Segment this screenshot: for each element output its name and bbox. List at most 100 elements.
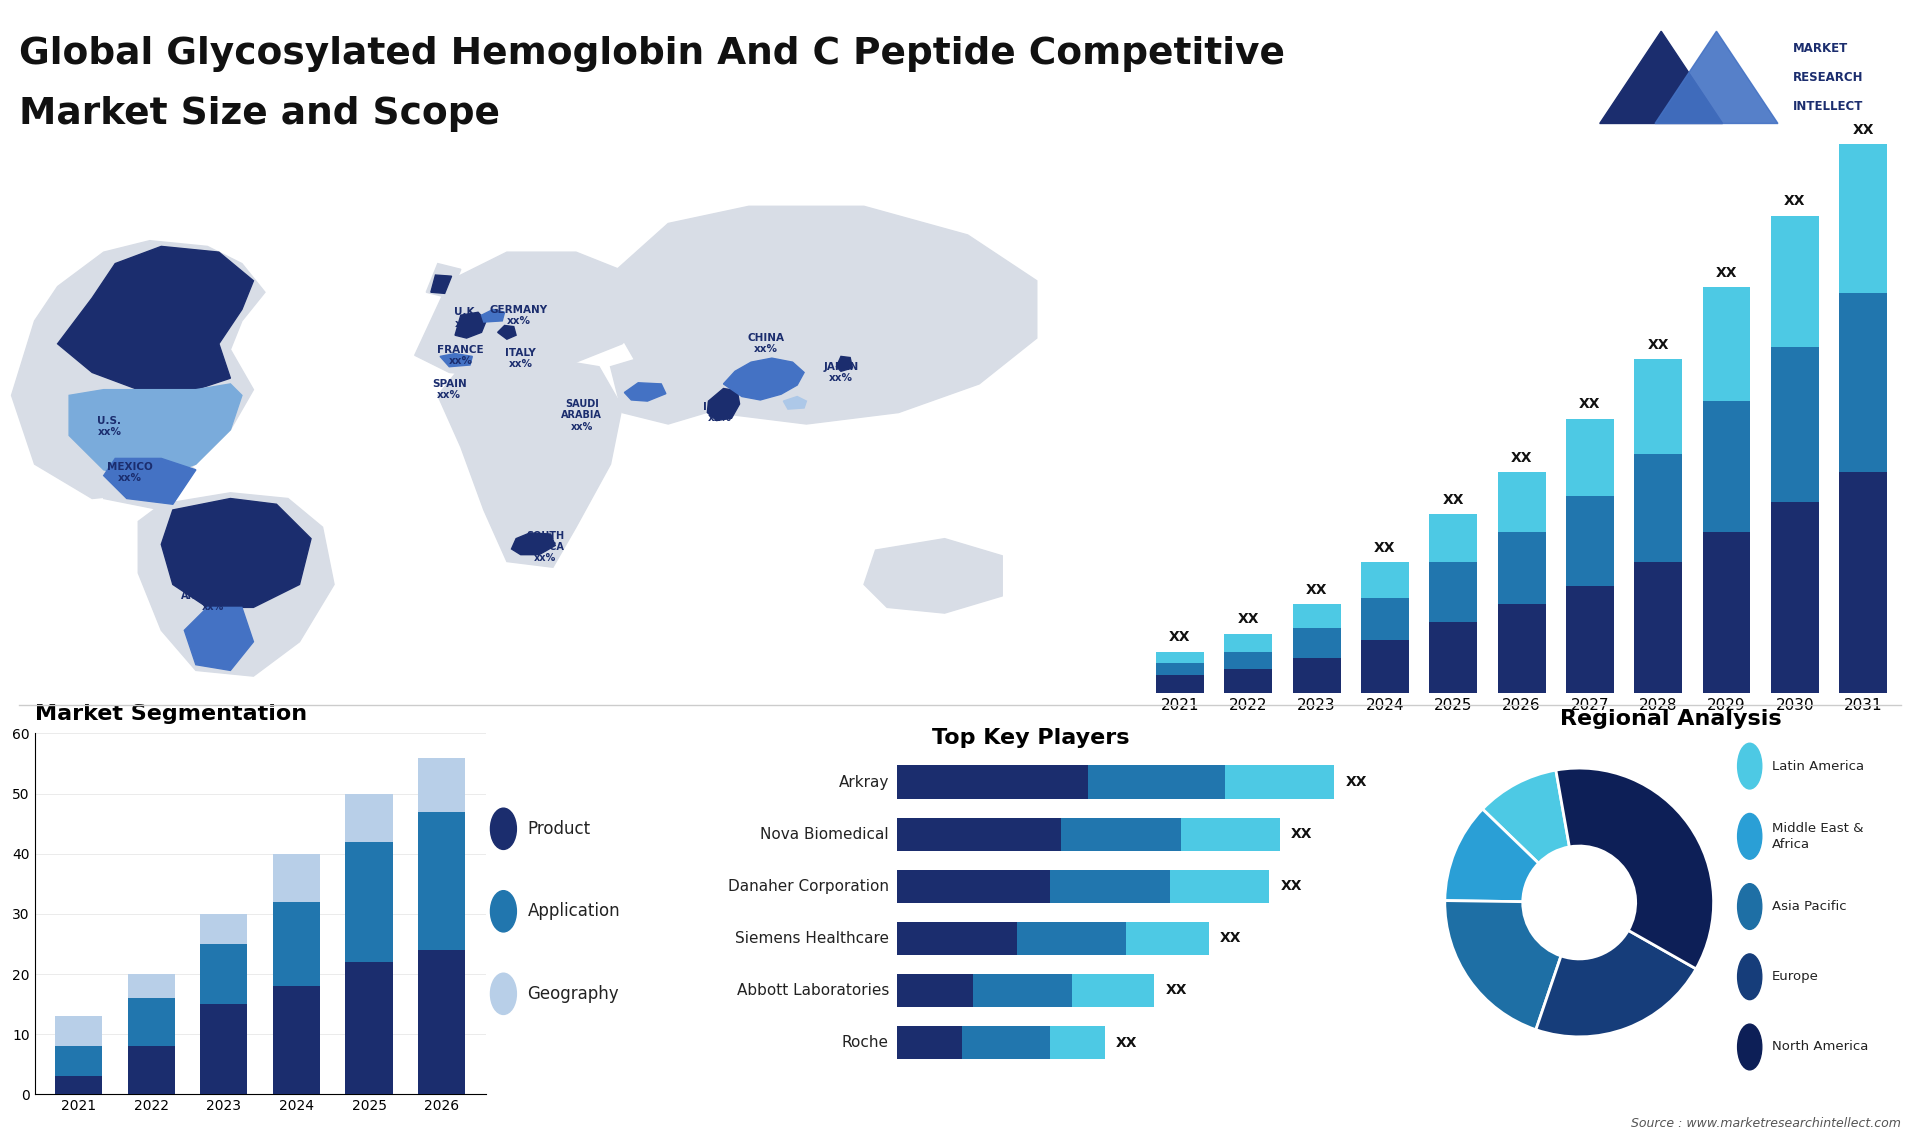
Polygon shape <box>497 325 516 339</box>
Bar <box>127 1046 175 1094</box>
FancyBboxPatch shape <box>897 817 1060 851</box>
Text: U.S.
xx%: U.S. xx% <box>98 416 121 438</box>
Bar <box>56 1076 102 1094</box>
Text: Product: Product <box>528 819 591 838</box>
Text: XX: XX <box>1238 612 1260 627</box>
Text: INDIA
xx%: INDIA xx% <box>703 402 737 423</box>
Polygon shape <box>624 383 666 401</box>
FancyBboxPatch shape <box>962 1026 1050 1059</box>
Polygon shape <box>724 358 804 400</box>
Bar <box>1498 532 1546 604</box>
Polygon shape <box>430 275 451 293</box>
Polygon shape <box>12 241 265 499</box>
Bar <box>1567 418 1615 496</box>
Bar <box>273 854 321 902</box>
Text: Asia Pacific: Asia Pacific <box>1772 900 1847 913</box>
Polygon shape <box>104 447 196 510</box>
Bar <box>346 793 394 841</box>
Text: SOUTH
AFRICA
xx%: SOUTH AFRICA xx% <box>524 531 564 564</box>
FancyBboxPatch shape <box>897 1026 962 1059</box>
FancyBboxPatch shape <box>973 974 1071 1007</box>
Wedge shape <box>1536 931 1695 1037</box>
Text: Arkray: Arkray <box>839 775 889 790</box>
Text: XX: XX <box>1281 879 1302 893</box>
Text: Geography: Geography <box>528 984 620 1003</box>
Bar <box>419 950 465 1094</box>
Polygon shape <box>440 353 472 367</box>
Bar <box>1498 472 1546 532</box>
Polygon shape <box>161 499 311 607</box>
Text: Middle East &
Africa: Middle East & Africa <box>1772 822 1864 850</box>
Circle shape <box>490 808 516 849</box>
Bar <box>419 758 465 811</box>
Text: XX: XX <box>1165 983 1187 997</box>
Text: Application: Application <box>528 902 620 920</box>
Text: MARKET: MARKET <box>1793 42 1849 55</box>
Bar <box>273 986 321 1094</box>
Text: ARGENTINA
xx%: ARGENTINA xx% <box>180 591 246 612</box>
FancyBboxPatch shape <box>1089 766 1225 799</box>
Polygon shape <box>426 264 461 298</box>
Wedge shape <box>1555 768 1713 968</box>
Bar <box>1567 586 1615 693</box>
FancyBboxPatch shape <box>1050 870 1171 903</box>
Text: MEXICO
xx%: MEXICO xx% <box>108 462 154 484</box>
FancyBboxPatch shape <box>897 870 1050 903</box>
Text: XX: XX <box>1375 541 1396 555</box>
Bar <box>1839 293 1887 472</box>
Polygon shape <box>511 533 555 555</box>
Bar <box>1428 562 1476 621</box>
Bar <box>1703 288 1751 401</box>
Polygon shape <box>104 458 196 504</box>
Text: GERMANY
xx%: GERMANY xx% <box>490 305 547 325</box>
Text: XX: XX <box>1716 266 1738 280</box>
Text: XX: XX <box>1219 932 1242 945</box>
Polygon shape <box>1655 31 1778 124</box>
Bar <box>1292 604 1340 628</box>
Text: XX: XX <box>1578 398 1601 411</box>
Text: XX: XX <box>1306 582 1327 597</box>
Polygon shape <box>58 246 253 390</box>
Text: Top Key Players: Top Key Players <box>933 729 1129 748</box>
Bar <box>1361 598 1409 639</box>
Polygon shape <box>455 313 486 338</box>
Text: CHINA
xx%: CHINA xx% <box>747 333 785 354</box>
Circle shape <box>490 890 516 932</box>
Circle shape <box>1738 814 1763 860</box>
Text: Roche: Roche <box>843 1035 889 1050</box>
FancyBboxPatch shape <box>1050 1026 1104 1059</box>
Text: North America: North America <box>1772 1041 1868 1053</box>
FancyBboxPatch shape <box>897 974 973 1007</box>
Circle shape <box>1738 1025 1763 1070</box>
Text: U.K.
xx%: U.K. xx% <box>455 307 478 329</box>
FancyBboxPatch shape <box>1018 921 1127 955</box>
FancyBboxPatch shape <box>1171 870 1269 903</box>
Bar <box>1225 652 1273 669</box>
Polygon shape <box>415 252 657 378</box>
Bar <box>1292 658 1340 693</box>
Text: Regional Analysis: Regional Analysis <box>1559 709 1782 729</box>
Bar <box>127 974 175 998</box>
FancyBboxPatch shape <box>1181 817 1279 851</box>
Text: XX: XX <box>1116 1036 1137 1050</box>
Text: INTELLECT: INTELLECT <box>1793 100 1864 112</box>
Bar <box>1156 675 1204 693</box>
Bar <box>200 915 248 944</box>
Bar <box>1156 652 1204 664</box>
Polygon shape <box>783 397 806 409</box>
Text: Global Glycosylated Hemoglobin And C Peptide Competitive: Global Glycosylated Hemoglobin And C Pep… <box>19 36 1284 71</box>
Text: BRAZIL
xx%: BRAZIL xx% <box>209 545 252 566</box>
Bar <box>1428 621 1476 693</box>
Circle shape <box>1738 884 1763 929</box>
Text: RESEARCH: RESEARCH <box>1793 71 1864 84</box>
Bar <box>419 811 465 950</box>
Bar <box>1703 401 1751 532</box>
Text: Europe: Europe <box>1772 971 1818 983</box>
Bar <box>346 841 394 963</box>
Text: FRANCE
xx%: FRANCE xx% <box>438 345 484 366</box>
Text: Market Segmentation: Market Segmentation <box>35 704 307 723</box>
FancyBboxPatch shape <box>1225 766 1334 799</box>
Bar <box>1428 515 1476 562</box>
Polygon shape <box>707 388 739 421</box>
Polygon shape <box>1599 31 1722 124</box>
